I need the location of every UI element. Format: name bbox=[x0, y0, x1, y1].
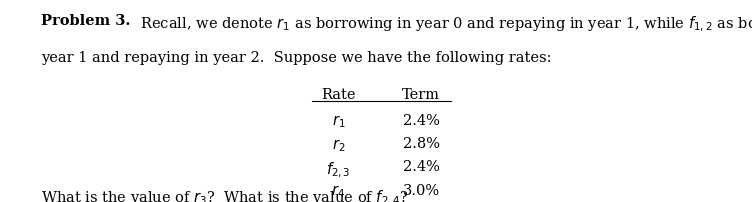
Text: Rate: Rate bbox=[321, 88, 356, 102]
Text: Problem 3.: Problem 3. bbox=[41, 14, 131, 28]
Text: 2.4%: 2.4% bbox=[402, 160, 440, 174]
Text: 3.0%: 3.0% bbox=[402, 183, 440, 197]
Text: $r_2$: $r_2$ bbox=[332, 136, 345, 153]
Text: $f_{2,3}$: $f_{2,3}$ bbox=[326, 160, 350, 179]
Text: Term: Term bbox=[402, 88, 440, 102]
Text: What is the value of $r_3$?  What is the value of $f_{2,4}$?: What is the value of $r_3$? What is the … bbox=[41, 188, 409, 202]
Text: 2.4%: 2.4% bbox=[402, 113, 440, 127]
Text: $r_4$: $r_4$ bbox=[332, 183, 345, 199]
Text: 2.8%: 2.8% bbox=[402, 136, 440, 150]
Text: Recall, we denote $r_1$ as borrowing in year 0 and repaying in year 1, while $f_: Recall, we denote $r_1$ as borrowing in … bbox=[131, 14, 752, 33]
Text: year 1 and repaying in year 2.  Suppose we have the following rates:: year 1 and repaying in year 2. Suppose w… bbox=[41, 50, 552, 64]
Text: $r_1$: $r_1$ bbox=[332, 113, 345, 130]
